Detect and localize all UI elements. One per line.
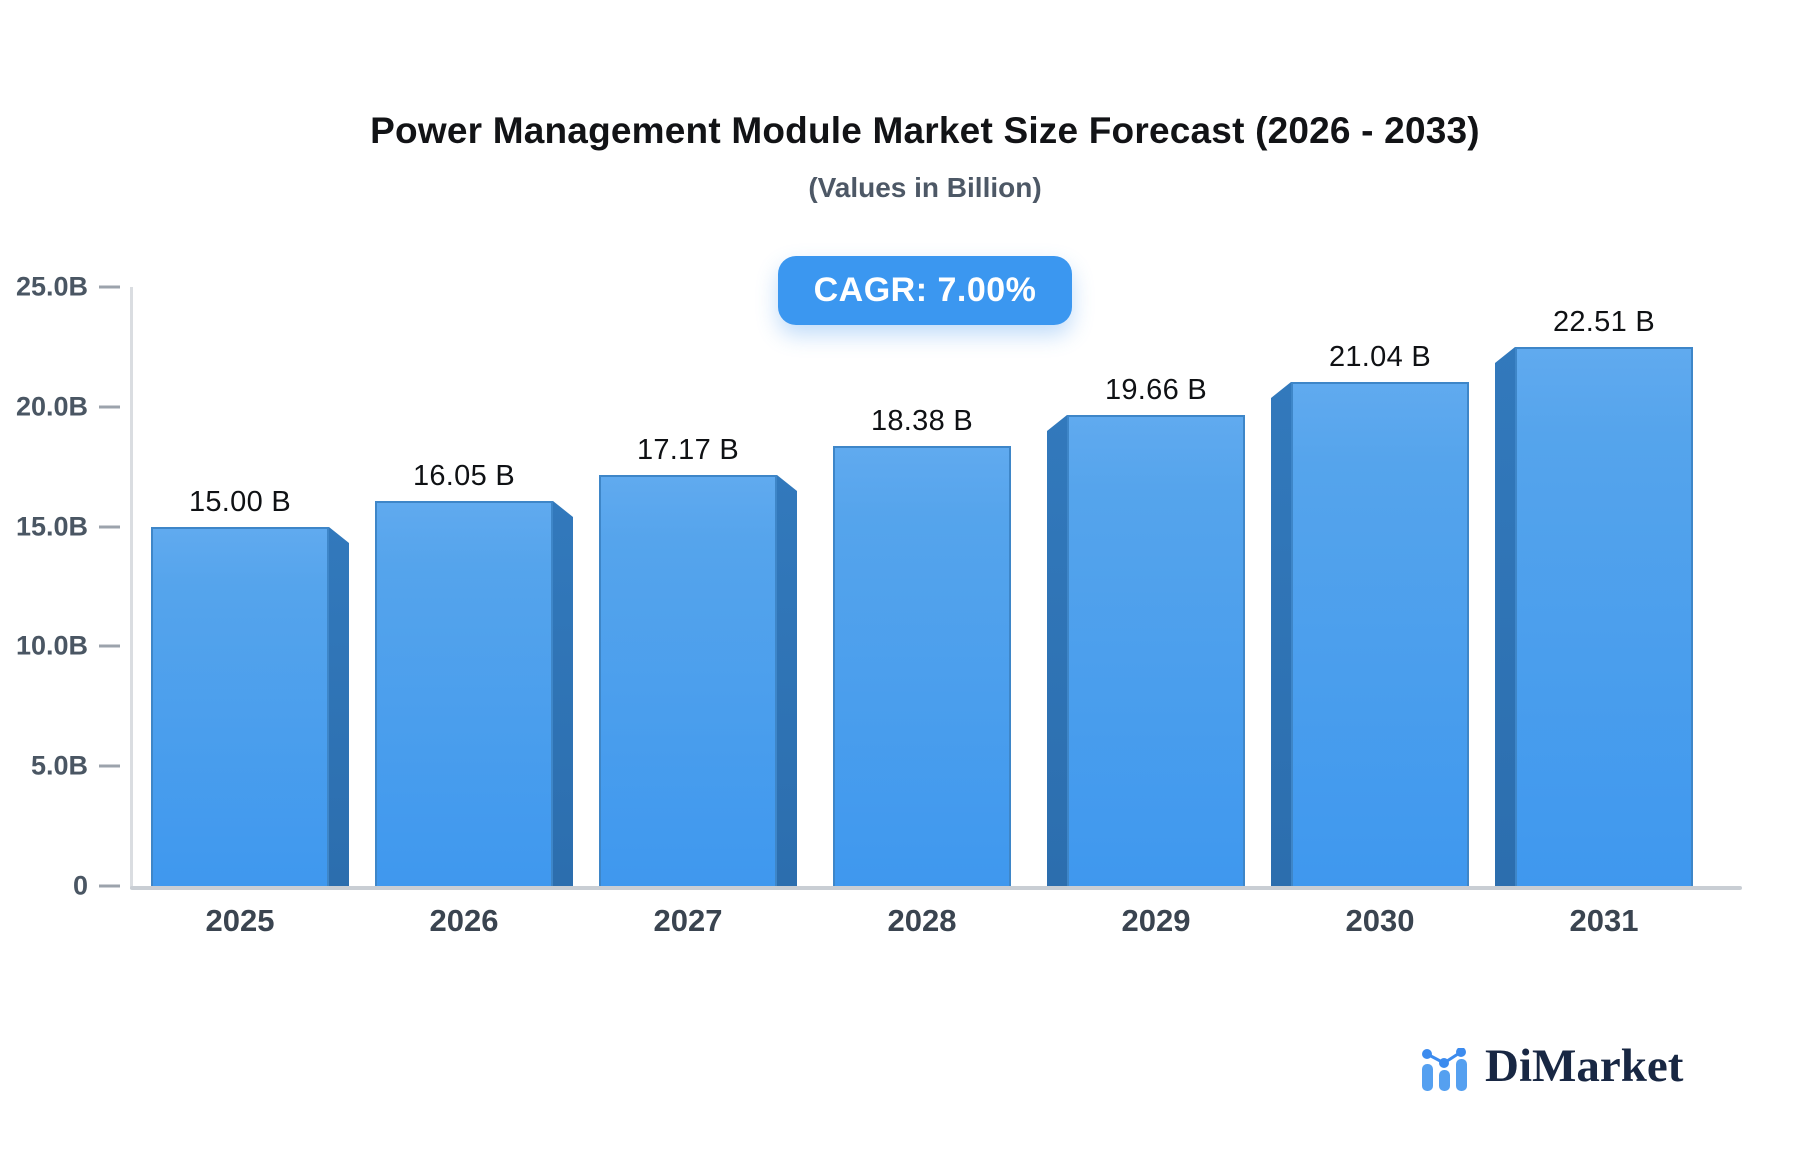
bar-value-label: 22.51 B xyxy=(1552,306,1656,338)
dimarket-logo: DiMarket xyxy=(1421,1040,1683,1092)
x-axis-label-2026: 2026 xyxy=(429,903,499,938)
y-axis-tick-mark xyxy=(99,285,120,289)
x-axis-label-2028: 2028 xyxy=(887,903,957,938)
bar-3d-side xyxy=(1495,347,1515,886)
y-axis-tick-mark xyxy=(99,525,120,529)
bar-value-label: 17.17 B xyxy=(636,434,740,466)
bar-2031 xyxy=(1515,347,1693,886)
bar-3d-side xyxy=(553,501,573,886)
x-axis-label-2025: 2025 xyxy=(205,903,275,938)
bar-3d-side xyxy=(777,475,797,886)
bar-value-label: 15.00 B xyxy=(188,486,292,518)
y-axis-tick-label: 25.0B xyxy=(15,271,88,302)
y-axis-line xyxy=(130,287,133,889)
y-axis-tick-label: 0 xyxy=(72,870,88,901)
cagr-badge: CAGR: 7.00% xyxy=(777,256,1073,325)
bar-2030 xyxy=(1291,382,1469,886)
y-axis-tick-mark xyxy=(99,405,120,409)
bar-2028 xyxy=(833,446,1011,886)
y-axis-tick-mark xyxy=(99,764,120,768)
y-axis-tick-label: 15.0B xyxy=(15,511,88,542)
y-axis-tick-mark xyxy=(99,644,120,648)
bar-2026 xyxy=(375,501,553,886)
x-axis-baseline xyxy=(130,886,1742,890)
chart-subtitle: (Values in Billion) xyxy=(808,172,1042,203)
bar-value-label: 21.04 B xyxy=(1328,341,1432,373)
bar-3d-side xyxy=(1271,382,1291,886)
bar-value-label: 19.66 B xyxy=(1104,374,1208,406)
x-axis-label-2029: 2029 xyxy=(1121,903,1191,938)
y-axis-tick-mark xyxy=(99,884,120,888)
x-axis-label-2030: 2030 xyxy=(1345,903,1415,938)
bar-3d-side xyxy=(1047,415,1067,886)
bar-3d-side xyxy=(329,527,349,886)
x-axis-label-2031: 2031 xyxy=(1569,903,1639,938)
chart-title: Power Management Module Market Size Fore… xyxy=(370,110,1480,151)
bar-2027 xyxy=(599,475,777,886)
logo-wordmark: DiMarket xyxy=(1485,1040,1684,1092)
y-axis-tick-label: 20.0B xyxy=(15,391,88,422)
bar-2029 xyxy=(1067,415,1245,886)
bar-2025 xyxy=(151,527,329,886)
bar-value-label: 18.38 B xyxy=(870,405,974,437)
y-axis-tick-label: 5.0B xyxy=(30,750,88,781)
x-axis-label-2027: 2027 xyxy=(653,903,723,938)
bar-value-label: 16.05 B xyxy=(412,460,516,492)
cagr-badge-row: CAGR: 7.00% xyxy=(50,256,1800,325)
y-axis-tick-label: 10.0B xyxy=(15,630,88,661)
mini-bar-line-chart-icon xyxy=(1422,1048,1467,1091)
